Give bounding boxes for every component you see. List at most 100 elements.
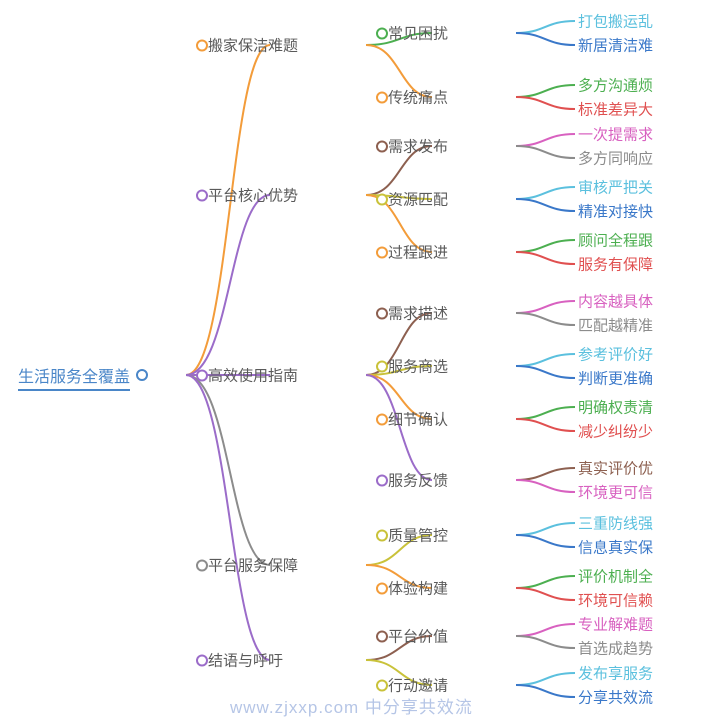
leaf-node-b4-0-1[interactable]: 信息真实保 xyxy=(578,537,653,558)
branch-node-b2[interactable]: 平台核心优势 xyxy=(190,185,298,206)
branch-node-b5-label: 结语与呼吁 xyxy=(208,650,283,671)
branch-node-b5-circle xyxy=(196,654,208,666)
branch-node-b1-circle xyxy=(196,39,208,51)
leaf-node-b5-1-1-label: 分享共效流 xyxy=(578,687,653,708)
leaf-node-b4-0-0[interactable]: 三重防线强 xyxy=(578,513,653,534)
sub-node-b3-3[interactable]: 服务反馈 xyxy=(370,470,448,491)
branch-node-b4-label: 平台服务保障 xyxy=(208,555,298,576)
sub-node-b1-0-circle xyxy=(376,27,388,39)
leaf-node-b1-1-1-label: 标准差异大 xyxy=(578,99,653,120)
leaf-node-b3-3-1-label: 环境更可信 xyxy=(578,482,653,503)
sub-node-b2-0-label: 需求发布 xyxy=(388,136,448,157)
sub-node-b5-0-label: 平台价值 xyxy=(388,626,448,647)
sub-node-b4-0[interactable]: 质量管控 xyxy=(370,525,448,546)
leaf-node-b1-1-0[interactable]: 多方沟通烦 xyxy=(578,75,653,96)
sub-node-b1-0[interactable]: 常见困扰 xyxy=(370,23,448,44)
leaf-node-b5-1-0-label: 发布享服务 xyxy=(578,663,653,684)
leaf-node-b3-2-0-label: 明确权责清 xyxy=(578,397,653,418)
leaf-node-b2-0-1-label: 多方同响应 xyxy=(578,148,653,169)
root-node-label: 生活服务全覆盖 xyxy=(18,363,130,387)
leaf-node-b2-2-0[interactable]: 顾问全程跟 xyxy=(578,230,653,251)
sub-node-b5-1-circle xyxy=(376,679,388,691)
branch-node-b3[interactable]: 高效使用指南 xyxy=(190,365,298,386)
leaf-node-b3-2-1-label: 减少纠纷少 xyxy=(578,421,653,442)
leaf-node-b2-1-1-label: 精准对接快 xyxy=(578,201,653,222)
leaf-node-b1-0-1[interactable]: 新居清洁难 xyxy=(578,35,653,56)
root-node[interactable]: 生活服务全覆盖 xyxy=(18,363,148,387)
leaf-node-b1-1-1[interactable]: 标准差异大 xyxy=(578,99,653,120)
sub-node-b1-0-label: 常见困扰 xyxy=(388,23,448,44)
leaf-node-b3-1-0[interactable]: 参考评价好 xyxy=(578,344,653,365)
root-node-underline xyxy=(18,389,130,391)
leaf-node-b5-0-1-label: 首选成趋势 xyxy=(578,638,653,659)
sub-node-b2-1-circle xyxy=(376,193,388,205)
leaf-node-b2-2-1[interactable]: 服务有保障 xyxy=(578,254,653,275)
leaf-node-b3-3-0[interactable]: 真实评价优 xyxy=(578,458,653,479)
branch-node-b1-label: 搬家保洁难题 xyxy=(208,35,298,56)
sub-node-b4-0-circle xyxy=(376,529,388,541)
branch-node-b3-circle xyxy=(196,369,208,381)
leaf-node-b5-0-1[interactable]: 首选成趋势 xyxy=(578,638,653,659)
leaf-node-b2-2-1-label: 服务有保障 xyxy=(578,254,653,275)
sub-node-b2-1[interactable]: 资源匹配 xyxy=(370,189,448,210)
sub-node-b3-0[interactable]: 需求描述 xyxy=(370,303,448,324)
leaf-node-b5-1-1[interactable]: 分享共效流 xyxy=(578,687,653,708)
leaf-node-b3-3-0-label: 真实评价优 xyxy=(578,458,653,479)
leaf-node-b2-0-0[interactable]: 一次提需求 xyxy=(578,124,653,145)
sub-node-b3-2-label: 细节确认 xyxy=(388,409,448,430)
sub-node-b1-1[interactable]: 传统痛点 xyxy=(370,87,448,108)
sub-node-b3-3-circle xyxy=(376,474,388,486)
leaf-node-b1-0-0[interactable]: 打包搬运乱 xyxy=(578,11,653,32)
sub-node-b3-0-label: 需求描述 xyxy=(388,303,448,324)
leaf-node-b3-0-0-label: 内容越具体 xyxy=(578,291,653,312)
leaf-node-b3-2-1[interactable]: 减少纠纷少 xyxy=(578,421,653,442)
branch-node-b4[interactable]: 平台服务保障 xyxy=(190,555,298,576)
sub-node-b3-2[interactable]: 细节确认 xyxy=(370,409,448,430)
sub-node-b2-0[interactable]: 需求发布 xyxy=(370,136,448,157)
sub-node-b2-2-circle xyxy=(376,246,388,258)
leaf-node-b1-1-0-label: 多方沟通烦 xyxy=(578,75,653,96)
leaf-node-b1-0-0-label: 打包搬运乱 xyxy=(578,11,653,32)
sub-node-b2-2[interactable]: 过程跟进 xyxy=(370,242,448,263)
leaf-node-b2-1-0-label: 审核严把关 xyxy=(578,177,653,198)
sub-node-b3-2-circle xyxy=(376,413,388,425)
leaf-node-b3-1-1[interactable]: 判断更准确 xyxy=(578,368,653,389)
leaf-node-b3-2-0[interactable]: 明确权责清 xyxy=(578,397,653,418)
leaf-node-b5-0-0[interactable]: 专业解难题 xyxy=(578,614,653,635)
leaf-node-b2-1-1[interactable]: 精准对接快 xyxy=(578,201,653,222)
sub-node-b2-2-label: 过程跟进 xyxy=(388,242,448,263)
leaf-node-b3-1-0-label: 参考评价好 xyxy=(578,344,653,365)
branch-node-b3-label: 高效使用指南 xyxy=(208,365,298,386)
leaf-node-b4-1-1-label: 环境可信赖 xyxy=(578,590,653,611)
sub-node-b3-1-circle xyxy=(376,360,388,372)
sub-node-b1-1-circle xyxy=(376,91,388,103)
leaf-node-b2-2-0-label: 顾问全程跟 xyxy=(578,230,653,251)
leaf-node-b3-1-1-label: 判断更准确 xyxy=(578,368,653,389)
leaf-node-b2-0-1[interactable]: 多方同响应 xyxy=(578,148,653,169)
leaf-node-b4-0-0-label: 三重防线强 xyxy=(578,513,653,534)
sub-node-b2-0-circle xyxy=(376,140,388,152)
watermark-text: www.zjxxp.com 中分享共效流 xyxy=(230,693,473,718)
leaf-node-b3-0-1[interactable]: 匹配越精准 xyxy=(578,315,653,336)
leaf-node-b2-1-0[interactable]: 审核严把关 xyxy=(578,177,653,198)
branch-node-b2-circle xyxy=(196,189,208,201)
sub-node-b4-1[interactable]: 体验构建 xyxy=(370,578,448,599)
leaf-node-b4-1-0[interactable]: 评价机制全 xyxy=(578,566,653,587)
leaf-node-b5-1-0[interactable]: 发布享服务 xyxy=(578,663,653,684)
root-node-circle xyxy=(136,369,148,381)
sub-node-b3-0-circle xyxy=(376,307,388,319)
branch-node-b5[interactable]: 结语与呼吁 xyxy=(190,650,283,671)
sub-node-b5-0[interactable]: 平台价值 xyxy=(370,626,448,647)
leaf-node-b4-1-0-label: 评价机制全 xyxy=(578,566,653,587)
sub-node-b4-1-label: 体验构建 xyxy=(388,578,448,599)
branch-node-b4-circle xyxy=(196,559,208,571)
branch-node-b1[interactable]: 搬家保洁难题 xyxy=(190,35,298,56)
leaf-node-b2-0-0-label: 一次提需求 xyxy=(578,124,653,145)
sub-node-b3-3-label: 服务反馈 xyxy=(388,470,448,491)
leaf-node-b3-0-0[interactable]: 内容越具体 xyxy=(578,291,653,312)
leaf-node-b4-1-1[interactable]: 环境可信赖 xyxy=(578,590,653,611)
sub-node-b3-1-label: 服务商选 xyxy=(388,356,448,377)
leaf-node-b3-3-1[interactable]: 环境更可信 xyxy=(578,482,653,503)
sub-node-b2-1-label: 资源匹配 xyxy=(388,189,448,210)
sub-node-b3-1[interactable]: 服务商选 xyxy=(370,356,448,377)
